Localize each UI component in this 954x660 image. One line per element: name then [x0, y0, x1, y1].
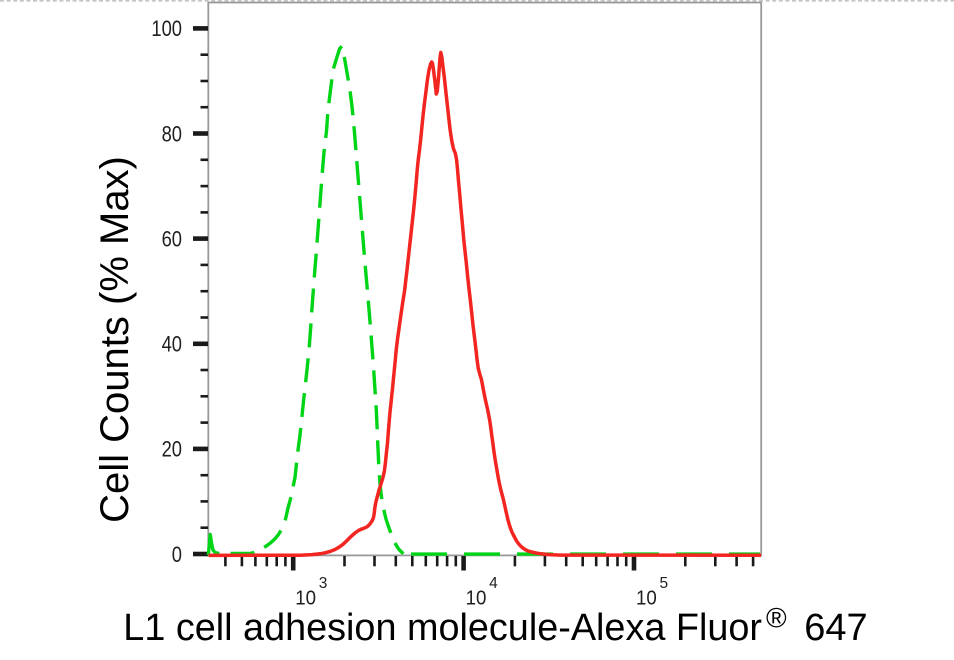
svg-text:10: 10	[295, 587, 316, 610]
svg-text:100: 100	[151, 16, 182, 41]
svg-text:40: 40	[162, 332, 182, 357]
svg-text:3: 3	[319, 575, 328, 592]
svg-text:5: 5	[660, 575, 669, 592]
svg-text:10: 10	[636, 587, 657, 610]
svg-text:20: 20	[162, 437, 182, 462]
svg-text:L1 cell adhesion molecule-Alex: L1 cell adhesion molecule-Alexa Fluor ® 6…	[123, 603, 867, 650]
svg-text:0: 0	[172, 542, 182, 567]
svg-text:80: 80	[162, 121, 182, 146]
svg-text:60: 60	[162, 226, 182, 251]
svg-text:10: 10	[466, 587, 487, 610]
svg-text:4: 4	[489, 575, 498, 592]
svg-text:Cell Counts (% Max): Cell Counts (% Max)	[93, 156, 137, 523]
